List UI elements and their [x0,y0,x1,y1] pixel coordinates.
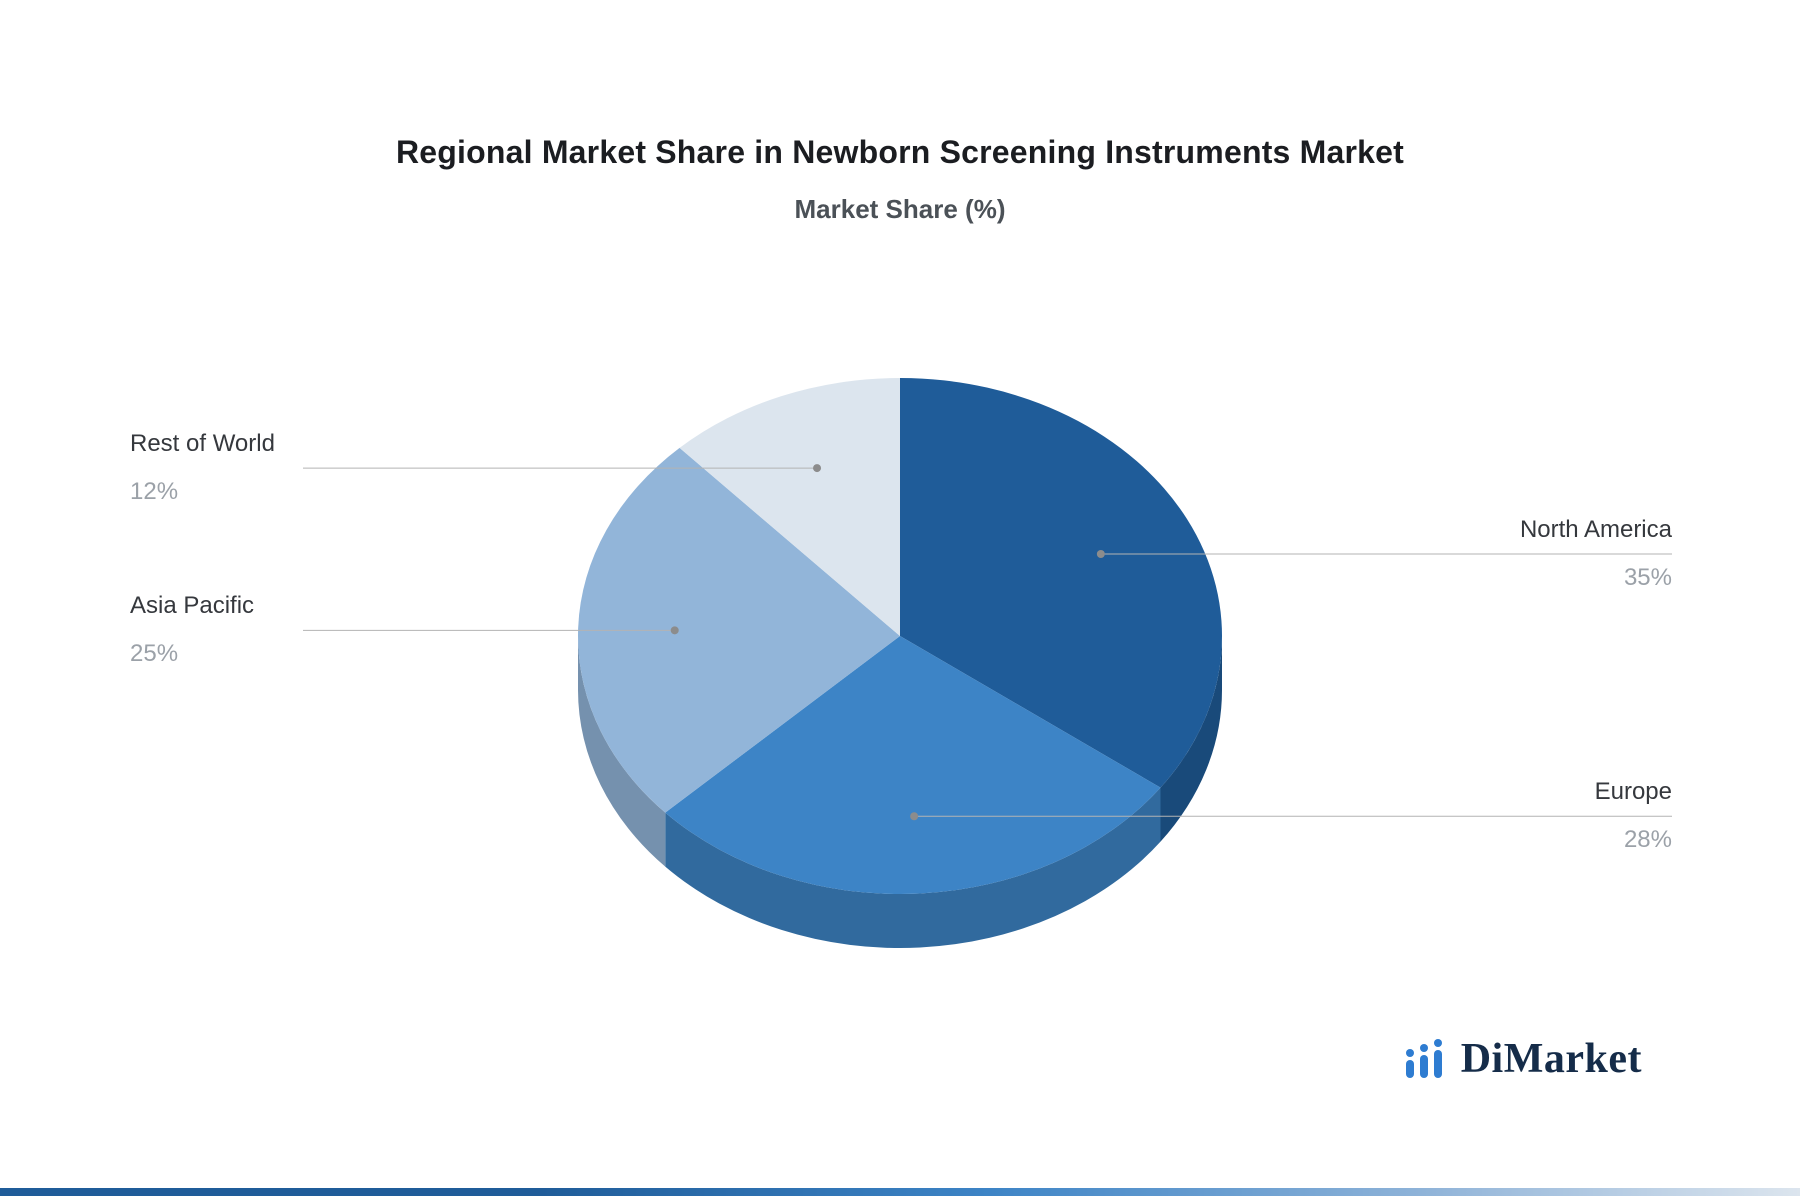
pie-slice-north-america [900,378,1222,788]
pie-slice-asia-pacific [577,447,900,813]
page-subtitle: Market Share (%) [794,194,1006,224]
brand-logo: DiMarket [1403,1036,1642,1082]
leader-dot-north-america [1096,550,1105,559]
pie-wall-north-america [1160,636,1222,842]
pie-wall-asia-pacific [578,636,666,867]
page-title: Regional Market Share in Newborn Screeni… [396,134,1404,170]
footer-color-strip [0,1188,1800,1196]
leader-dot-asia-pacific [670,626,679,635]
leader-dot-europe [910,812,919,821]
pie-wall-europe [665,787,1161,948]
brand-name: DiMarket [1460,1036,1642,1082]
pie-slice-rest-of-world [679,378,900,636]
pie-slice-europe [665,636,1161,895]
leader-dot-rest-of-world [813,464,822,473]
bar-chart-logo-icon [1405,1039,1442,1078]
